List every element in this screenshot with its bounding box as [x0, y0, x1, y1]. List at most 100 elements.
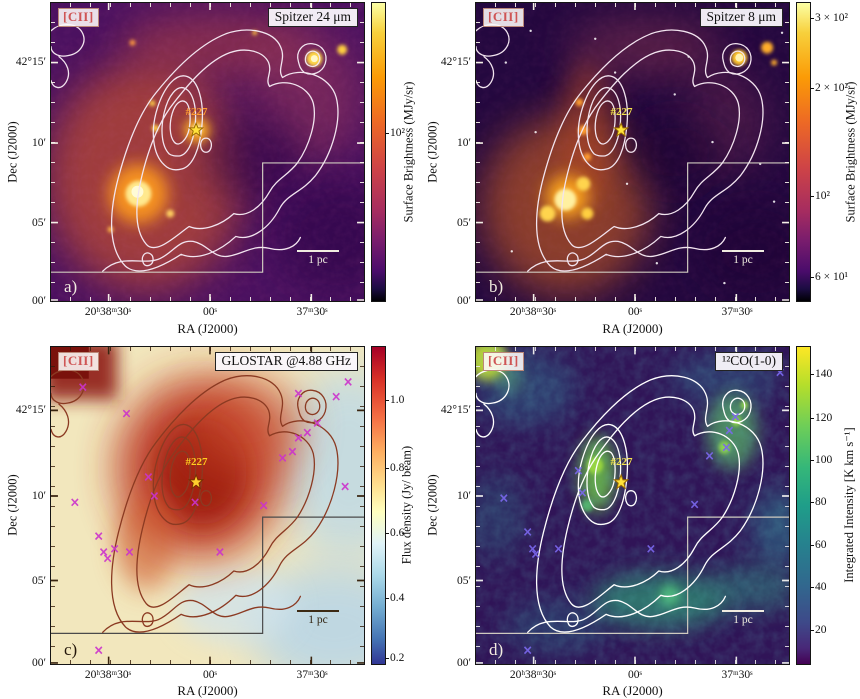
- x-tick: 00ˢ: [203, 669, 217, 681]
- colorbar-d: [796, 346, 811, 665]
- cii-label: [CII]: [58, 352, 99, 371]
- x-tick: 37ᵐ30ˢ: [721, 306, 753, 318]
- panel-b-letter: b): [489, 277, 504, 296]
- colorbar-a-label: Surface Brightness (MJy/sr): [401, 81, 416, 223]
- colorbar-tick: 60: [810, 539, 827, 552]
- colorbar-d-ticks: 140 120 100 80 60 40 20: [796, 346, 860, 665]
- y-tick: 05′: [31, 217, 46, 229]
- panel-c-letter: c): [64, 640, 78, 659]
- colorbar-tick: 10²: [385, 127, 405, 140]
- colorbar-tick: 40: [810, 581, 827, 594]
- scalebar-line: [297, 250, 339, 253]
- y-tick: 00′: [456, 295, 471, 307]
- y-tick: 42°15′: [440, 404, 471, 416]
- y-tick: 10′: [456, 137, 471, 149]
- y-axis-label: Dec (J2000): [5, 474, 20, 536]
- x-axis-label: RA (J2000): [602, 321, 663, 336]
- scalebar: 1 pc: [722, 610, 764, 627]
- colorbar-tick: 0.2: [384, 651, 405, 664]
- panel-c-title: GLOSTAR @4.88 GHz: [214, 352, 358, 371]
- colorbar-a: [371, 2, 386, 302]
- scalebar-line: [297, 610, 339, 612]
- colorbar-c: [371, 346, 386, 665]
- cii-label: [CII]: [483, 352, 524, 371]
- panel-a-title: Spitzer 24 μm: [267, 8, 358, 27]
- scalebar-label: 1 pc: [733, 254, 753, 267]
- x-tick: 20ʰ38ᵐ30ˢ: [84, 306, 132, 318]
- colorbar-tick: 0.4: [384, 592, 405, 604]
- colorbar-b-label: Surface Brightness (MJy/sr): [843, 81, 858, 223]
- y-tick: 42°15′: [15, 56, 46, 68]
- scalebar: 1 pc: [297, 610, 339, 627]
- y-tick: 42°15′: [15, 404, 46, 416]
- y-tick: 10′: [456, 490, 471, 502]
- y-tick: 00′: [31, 295, 46, 307]
- colorbar-tick: 0.8: [384, 461, 405, 474]
- scalebar: 1 pc: [297, 250, 339, 267]
- colorbar-tick: 100: [809, 453, 833, 466]
- panel-a-letter: a): [64, 277, 78, 296]
- x-axis-label: RA (J2000): [177, 683, 238, 698]
- colorbar-tick: 1.0: [384, 393, 405, 406]
- y-tick: 05′: [456, 217, 471, 229]
- scalebar-line: [722, 250, 764, 253]
- colorbar-d-label: Integrated Intensity [K km s⁻¹]: [842, 427, 856, 583]
- scalebar-label: 1 pc: [308, 613, 328, 626]
- panel-d-title: ¹²CO(1-0): [715, 352, 783, 371]
- y-tick: 00′: [31, 657, 46, 669]
- x-tick: 20ʰ38ᵐ30ˢ: [84, 669, 132, 681]
- panel-d-map: [CII] ¹²CO(1-0) #227 1 pc d): [475, 346, 790, 665]
- x-tick: 37ᵐ30ˢ: [296, 669, 328, 681]
- scalebar-line: [722, 610, 764, 612]
- y-axis-label: Dec (J2000): [5, 121, 20, 183]
- y-tick: 10′: [31, 490, 46, 502]
- x-tick: 00ˢ: [203, 306, 217, 318]
- star-227-label: #227: [185, 456, 208, 469]
- x-tick: 37ᵐ30ˢ: [721, 669, 753, 681]
- colorbar-tick: 0.6: [384, 526, 405, 539]
- colorbar-tick: 140: [809, 368, 833, 381]
- y-tick: 05′: [31, 575, 46, 587]
- cii-label: [CII]: [58, 8, 99, 27]
- panel-a-image: [51, 3, 364, 301]
- scalebar-label: 1 pc: [308, 254, 328, 267]
- x-tick: 20ʰ38ᵐ30ˢ: [509, 669, 557, 681]
- panel-a-map: [CII] Spitzer 24 μm #227 1 pc a): [50, 2, 365, 302]
- panel-b-title: Spitzer 8 μm: [699, 8, 783, 27]
- star-227-label: #227: [610, 105, 633, 118]
- star-227-label: #227: [610, 456, 633, 469]
- x-tick: 00ˢ: [628, 306, 642, 318]
- colorbar-c-ticks: 1.0 0.8 0.6 0.4 0.2: [371, 346, 435, 665]
- x-tick: 00ˢ: [628, 669, 642, 681]
- y-tick: 10′: [31, 137, 46, 149]
- scalebar-label: 1 pc: [733, 613, 753, 626]
- panel-b-map: [CII] Spitzer 8 μm #227 1 pc b): [475, 2, 790, 302]
- colorbar-tick: 2 × 10²: [810, 82, 848, 95]
- colorbar-b-ticks: 3 × 10² 2 × 10² 10² 6 × 10¹: [796, 2, 860, 302]
- y-axis-label: Dec (J2000): [425, 121, 440, 183]
- x-tick: 37ᵐ30ˢ: [296, 306, 328, 318]
- colorbar-tick: 80: [810, 495, 827, 508]
- y-tick: 05′: [456, 575, 471, 587]
- panel-d-letter: d): [489, 640, 504, 659]
- colorbar-tick: 3 × 10²: [810, 11, 848, 24]
- panel-c-map: [CII] GLOSTAR @4.88 GHz #227 1 pc c): [50, 346, 365, 665]
- scalebar: 1 pc: [722, 250, 764, 267]
- cii-label: [CII]: [483, 8, 524, 27]
- colorbar-b: [796, 2, 811, 302]
- x-axis-label: RA (J2000): [177, 321, 238, 336]
- colorbar-a-ticks: 10²: [371, 2, 441, 302]
- colorbar-tick: 20: [810, 623, 827, 636]
- y-axis-label: Dec (J2000): [425, 474, 440, 536]
- star-227-label: #227: [185, 105, 208, 118]
- x-axis-label: RA (J2000): [602, 683, 663, 698]
- x-tick: 20ʰ38ᵐ30ˢ: [509, 306, 557, 318]
- field-stars: [504, 29, 784, 285]
- colorbar-c-label: Flux density (Jy/ beam): [399, 445, 414, 565]
- colorbar-tick: 120: [809, 412, 833, 425]
- colorbar-tick: 10²: [810, 190, 830, 203]
- y-tick: 00′: [456, 657, 471, 669]
- colorbar-tick: 6 × 10¹: [810, 271, 848, 284]
- y-tick: 42°15′: [440, 56, 471, 68]
